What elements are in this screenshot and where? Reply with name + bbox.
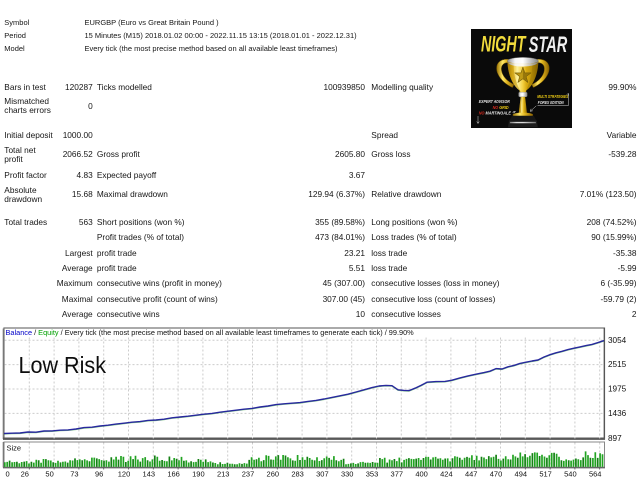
- svg-text:517: 517: [539, 470, 552, 479]
- svg-text:MULTI STRATEGIES: MULTI STRATEGIES: [537, 94, 569, 99]
- svg-text:237: 237: [242, 470, 255, 479]
- svg-text:73: 73: [70, 470, 78, 479]
- svg-text:FOREX EDITION: FOREX EDITION: [537, 100, 563, 105]
- svg-text:540: 540: [564, 470, 577, 479]
- svg-text:Low Risk: Low Risk: [19, 352, 107, 378]
- svg-text:STAR: STAR: [528, 31, 567, 56]
- svg-text:120: 120: [118, 470, 131, 479]
- svg-text:400: 400: [415, 470, 428, 479]
- svg-text:447: 447: [465, 470, 478, 479]
- svg-text:470: 470: [490, 470, 503, 479]
- svg-text:NO MARTINGALE: NO MARTINGALE: [478, 110, 511, 115]
- svg-text:190: 190: [192, 470, 205, 479]
- svg-text:166: 166: [167, 470, 180, 479]
- svg-text:377: 377: [391, 470, 404, 479]
- svg-text:897: 897: [608, 434, 622, 443]
- svg-text:EXPERT ADVISOR: EXPERT ADVISOR: [478, 99, 510, 104]
- svg-text:307: 307: [316, 470, 329, 479]
- svg-text:353: 353: [366, 470, 379, 479]
- svg-text:26: 26: [21, 470, 29, 479]
- svg-text:564: 564: [589, 470, 602, 479]
- svg-text:424: 424: [440, 470, 453, 479]
- svg-text:Size: Size: [7, 444, 22, 453]
- svg-text:283: 283: [291, 470, 304, 479]
- svg-text:1436: 1436: [608, 409, 627, 418]
- svg-text:494: 494: [515, 470, 528, 479]
- svg-text:NO GRID: NO GRID: [492, 104, 509, 109]
- svg-text:260: 260: [267, 470, 280, 479]
- svg-text:3054: 3054: [608, 336, 627, 345]
- svg-text:143: 143: [143, 470, 156, 479]
- svg-text:0: 0: [6, 470, 10, 479]
- svg-text:330: 330: [341, 470, 354, 479]
- svg-text:Balance / Equity / Every tick: Balance / Equity / Every tick (the most …: [6, 328, 415, 337]
- svg-text:NIGHT: NIGHT: [481, 31, 527, 56]
- svg-text:50: 50: [45, 470, 53, 479]
- svg-text:96: 96: [95, 470, 103, 479]
- svg-text:1975: 1975: [608, 385, 627, 394]
- svg-text:2515: 2515: [608, 360, 627, 369]
- svg-text:213: 213: [217, 470, 230, 479]
